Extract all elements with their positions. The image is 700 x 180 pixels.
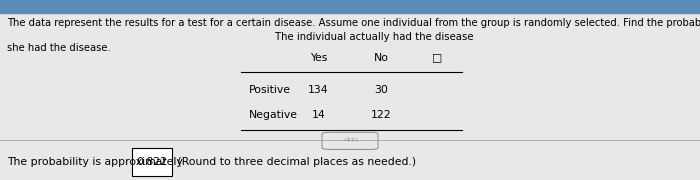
Text: 0.822: 0.822 bbox=[136, 157, 167, 167]
Text: Negative: Negative bbox=[248, 110, 298, 120]
Text: (Round to three decimal places as needed.): (Round to three decimal places as needed… bbox=[174, 157, 416, 167]
Text: The data represent the results for a test for a certain disease. Assume one indi: The data represent the results for a tes… bbox=[7, 18, 700, 28]
Text: 122: 122 bbox=[371, 110, 392, 120]
Text: ◁◁◁: ◁◁◁ bbox=[343, 137, 357, 142]
Text: 134: 134 bbox=[308, 85, 329, 95]
Text: The individual actually had the disease: The individual actually had the disease bbox=[275, 32, 474, 42]
Text: Positive: Positive bbox=[248, 85, 290, 95]
Text: Yes: Yes bbox=[310, 53, 327, 63]
FancyBboxPatch shape bbox=[132, 148, 172, 176]
Bar bbox=[0, 0, 700, 13]
Text: she had the disease.: she had the disease. bbox=[7, 43, 111, 53]
Text: The probability is approximately: The probability is approximately bbox=[7, 157, 186, 167]
Text: No: No bbox=[374, 53, 389, 63]
Text: □: □ bbox=[433, 53, 442, 63]
Text: 14: 14 bbox=[312, 110, 326, 120]
FancyBboxPatch shape bbox=[322, 132, 378, 149]
Text: 30: 30 bbox=[374, 85, 388, 95]
